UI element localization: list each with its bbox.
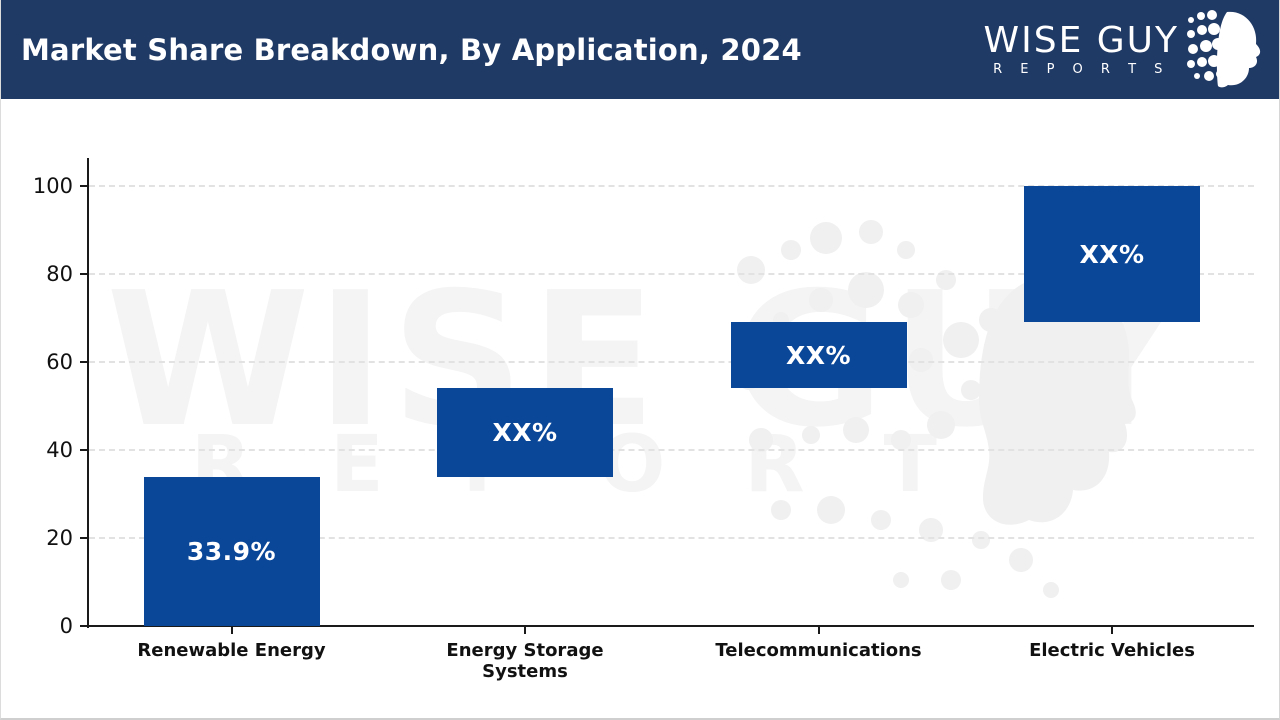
logo-wordmark: WISE GUY	[983, 20, 1179, 61]
y-tick-mark	[80, 537, 88, 539]
x-tick-mark	[230, 627, 233, 634]
waterfall-bar: 33.9%	[143, 476, 320, 626]
watermark-subtext: R E P O R T S	[191, 420, 1099, 510]
brand-logo-text: WISE GUY R E P O R T S	[983, 20, 1180, 78]
gridline-80	[89, 273, 1254, 275]
y-tick-label: 60	[46, 350, 73, 374]
x-tick-mark	[817, 627, 820, 634]
x-category-label: Renewable Energy	[137, 640, 326, 661]
y-tick-label: 0	[59, 614, 73, 638]
y-tick-mark	[80, 625, 88, 627]
y-axis-line	[87, 158, 89, 628]
y-tick-label: 40	[46, 438, 73, 462]
waterfall-bar: XX%	[437, 388, 613, 477]
waterfall-bar: XX%	[1024, 186, 1200, 323]
x-category-label: Energy Storage Systems	[446, 640, 604, 682]
x-tick-mark	[524, 627, 526, 634]
y-tick-label: 100	[32, 174, 73, 198]
face-profile-icon	[1187, 9, 1261, 87]
chart-title: Market Share Breakdown, By Application, …	[21, 32, 802, 67]
gridline-20	[89, 537, 1254, 539]
bar-value-label: XX%	[785, 340, 852, 370]
logo-subtext: R E P O R T S	[993, 62, 1170, 77]
x-category-label: Electric Vehicles	[1029, 640, 1195, 661]
gridline-60	[89, 361, 1254, 363]
bar-value-label: XX%	[1079, 239, 1145, 269]
y-tick-mark	[80, 449, 88, 451]
x-category-label: Telecommunications	[715, 640, 922, 661]
y-tick-mark	[80, 361, 88, 363]
bar-value-label: XX%	[492, 418, 558, 448]
x-tick-mark	[1111, 627, 1113, 634]
bar-value-label: 33.9%	[186, 536, 277, 566]
y-tick-label: 80	[46, 262, 73, 286]
y-tick-mark	[80, 185, 88, 187]
x-axis-line	[87, 625, 1254, 627]
gridline-100	[89, 185, 1254, 187]
y-tick-label: 20	[46, 526, 73, 550]
header-band: Market Share Breakdown, By Application, …	[1, 0, 1279, 99]
waterfall-bar: XX%	[730, 322, 907, 389]
gridline-40	[89, 449, 1254, 451]
y-tick-mark	[80, 273, 88, 275]
brand-logo: WISE GUY R E P O R T S	[984, 8, 1264, 92]
